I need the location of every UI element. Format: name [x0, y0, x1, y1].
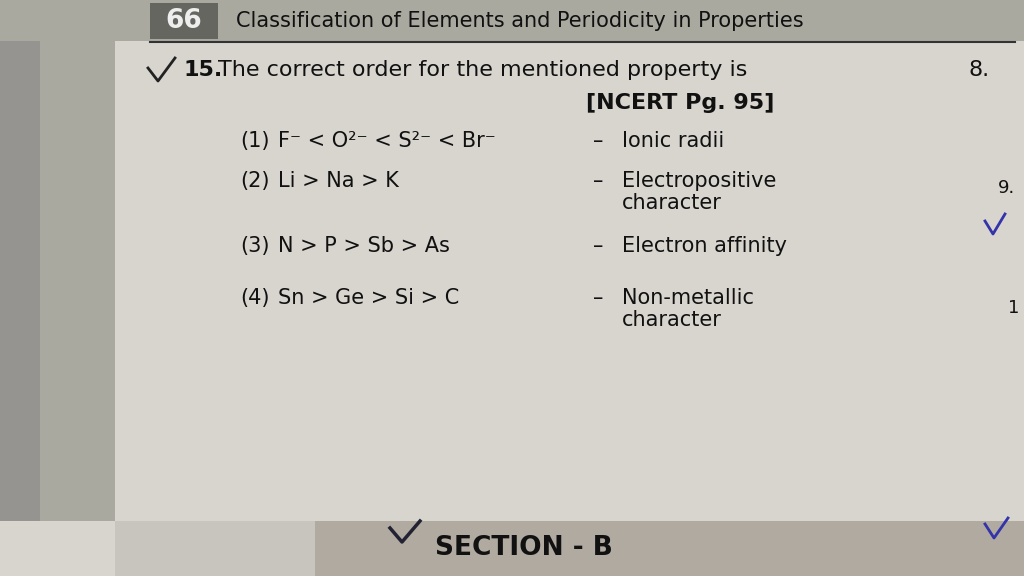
- Text: 15.: 15.: [183, 60, 222, 80]
- Text: 8.: 8.: [969, 60, 990, 80]
- Text: character: character: [622, 310, 722, 330]
- Text: (3): (3): [240, 236, 269, 256]
- Text: –: –: [593, 236, 603, 256]
- Text: Li > Na > K: Li > Na > K: [278, 171, 399, 191]
- Text: (4): (4): [240, 288, 269, 308]
- Text: Ionic radii: Ionic radii: [622, 131, 724, 151]
- Text: 1: 1: [1008, 299, 1019, 317]
- Text: Electron affinity: Electron affinity: [622, 236, 787, 256]
- FancyBboxPatch shape: [0, 0, 115, 521]
- FancyBboxPatch shape: [0, 0, 1024, 41]
- Text: N > P > Sb > As: N > P > Sb > As: [278, 236, 450, 256]
- Text: –: –: [593, 171, 603, 191]
- Text: SECTION - B: SECTION - B: [435, 535, 613, 561]
- Text: –: –: [593, 131, 603, 151]
- FancyBboxPatch shape: [115, 521, 315, 576]
- Text: (2): (2): [240, 171, 269, 191]
- Text: character: character: [622, 193, 722, 213]
- Text: F⁻ < O²⁻ < S²⁻ < Br⁻: F⁻ < O²⁻ < S²⁻ < Br⁻: [278, 131, 496, 151]
- FancyBboxPatch shape: [0, 0, 40, 521]
- Text: Non-metallic: Non-metallic: [622, 288, 754, 308]
- Text: [NCERT Pg. 95]: [NCERT Pg. 95]: [586, 93, 774, 113]
- Text: The correct order for the mentioned property is: The correct order for the mentioned prop…: [218, 60, 748, 80]
- Text: Classification of Elements and Periodicity in Properties: Classification of Elements and Periodici…: [236, 11, 804, 31]
- Text: Electropositive: Electropositive: [622, 171, 776, 191]
- Text: 66: 66: [166, 8, 203, 34]
- FancyBboxPatch shape: [150, 3, 218, 39]
- Text: 9.: 9.: [998, 179, 1015, 197]
- FancyBboxPatch shape: [115, 521, 1024, 576]
- Text: (1): (1): [240, 131, 269, 151]
- Text: –: –: [593, 288, 603, 308]
- Text: Sn > Ge > Si > C: Sn > Ge > Si > C: [278, 288, 459, 308]
